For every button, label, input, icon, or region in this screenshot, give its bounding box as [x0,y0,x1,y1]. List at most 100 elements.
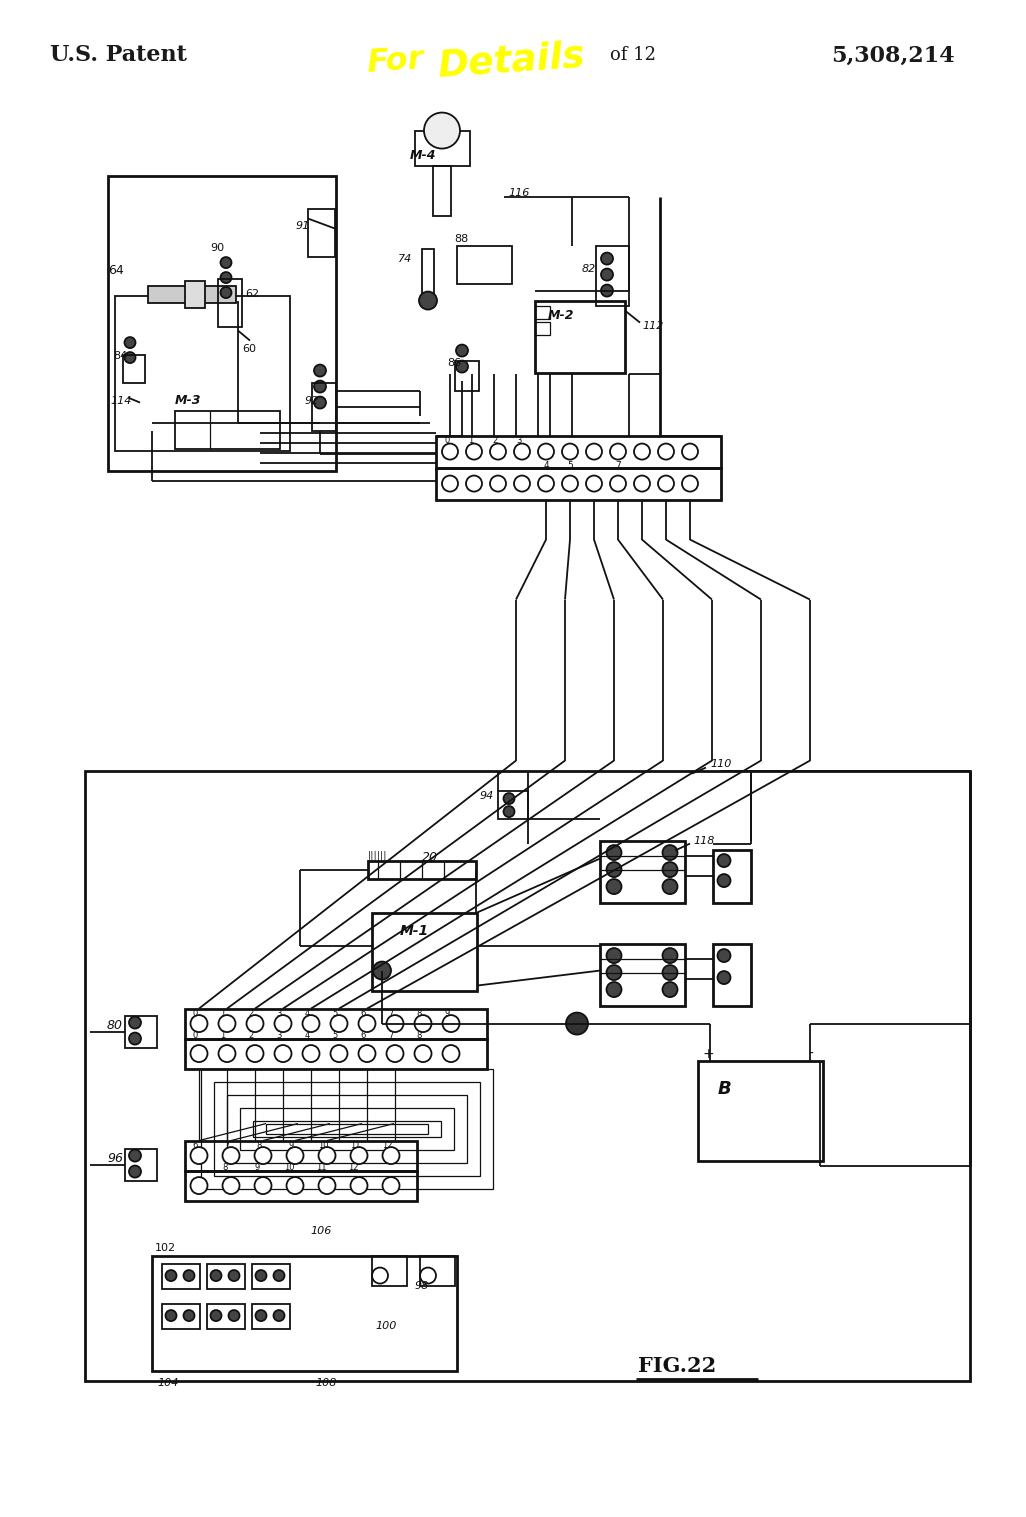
Circle shape [191,1177,207,1194]
Text: 88: 88 [453,234,468,244]
Bar [415,130,470,165]
Circle shape [254,1177,272,1194]
Text: Details: Details [436,38,586,85]
Bar [185,1141,417,1171]
Circle shape [415,1045,432,1062]
Text: 7: 7 [388,1032,394,1041]
Bar [433,165,451,215]
Text: M-2: M-2 [548,309,575,322]
Text: ||||||: |||||| [368,851,388,860]
Text: 5: 5 [567,461,573,470]
Text: 62: 62 [245,288,260,299]
Text: -: - [808,1047,813,1060]
Circle shape [255,1311,267,1321]
Circle shape [424,112,460,149]
Circle shape [717,950,731,962]
Circle shape [658,475,674,492]
Circle shape [129,1165,141,1177]
Text: 98: 98 [415,1280,429,1291]
Circle shape [358,1015,376,1032]
Bar [596,246,629,305]
Circle shape [387,1045,403,1062]
Circle shape [383,1177,399,1194]
Bar [175,411,280,449]
Bar [368,860,476,878]
Bar [207,1303,245,1329]
Text: 2: 2 [248,1032,253,1041]
Bar [457,246,512,284]
Circle shape [504,793,514,804]
Bar [455,361,479,390]
Bar [436,435,721,467]
Bar [498,790,528,819]
Circle shape [606,981,622,997]
Text: 114: 114 [110,396,131,405]
Text: 10: 10 [318,1141,328,1150]
Circle shape [255,1270,267,1280]
Text: 7: 7 [616,461,621,470]
Bar [600,840,685,903]
Circle shape [275,1015,291,1032]
Circle shape [514,443,530,460]
Text: 5: 5 [332,1009,338,1018]
Text: 60: 60 [242,343,256,353]
Circle shape [330,1015,348,1032]
Text: 6: 6 [192,1141,198,1150]
Text: 112: 112 [642,320,664,331]
Circle shape [586,443,602,460]
Bar [535,300,625,373]
Text: 8: 8 [417,1032,422,1041]
Circle shape [456,344,468,356]
Bar [108,176,336,470]
Bar [201,1068,494,1189]
Text: 7: 7 [225,1141,230,1150]
Text: 4: 4 [305,1009,310,1018]
Text: 0: 0 [444,435,449,444]
Circle shape [663,948,677,963]
Bar [227,1095,467,1162]
Circle shape [415,1015,432,1032]
Bar [422,249,434,294]
Bar [252,1264,290,1288]
Circle shape [663,862,677,877]
Text: 5,308,214: 5,308,214 [831,44,954,67]
Circle shape [610,443,626,460]
Circle shape [538,443,554,460]
Text: 64: 64 [108,264,124,278]
Circle shape [318,1147,336,1164]
Text: FIG.22: FIG.22 [638,1356,716,1376]
Circle shape [419,291,437,309]
Circle shape [229,1311,239,1321]
Text: 11: 11 [350,1141,360,1150]
Circle shape [383,1147,399,1164]
Circle shape [229,1270,239,1280]
Circle shape [606,862,622,877]
Text: 108: 108 [315,1377,337,1388]
Bar [308,208,336,256]
Circle shape [129,1033,141,1045]
Bar [214,1082,480,1176]
Bar [372,913,477,991]
Bar [535,305,550,319]
Circle shape [658,443,674,460]
Circle shape [606,878,622,894]
Circle shape [717,854,731,868]
Circle shape [330,1045,348,1062]
Bar [125,1015,157,1048]
Bar [600,944,685,1006]
Circle shape [223,1147,239,1164]
Text: 3: 3 [276,1009,282,1018]
Bar [713,850,751,903]
Circle shape [303,1045,319,1062]
Bar [372,1256,407,1285]
Bar [185,1009,487,1039]
Circle shape [275,1045,291,1062]
Circle shape [442,1045,460,1062]
Text: 12: 12 [348,1164,358,1173]
Text: B: B [717,1080,731,1098]
Circle shape [351,1147,367,1164]
Circle shape [219,1015,236,1032]
Circle shape [191,1015,207,1032]
Bar [253,1121,441,1136]
Text: 7: 7 [388,1009,394,1018]
